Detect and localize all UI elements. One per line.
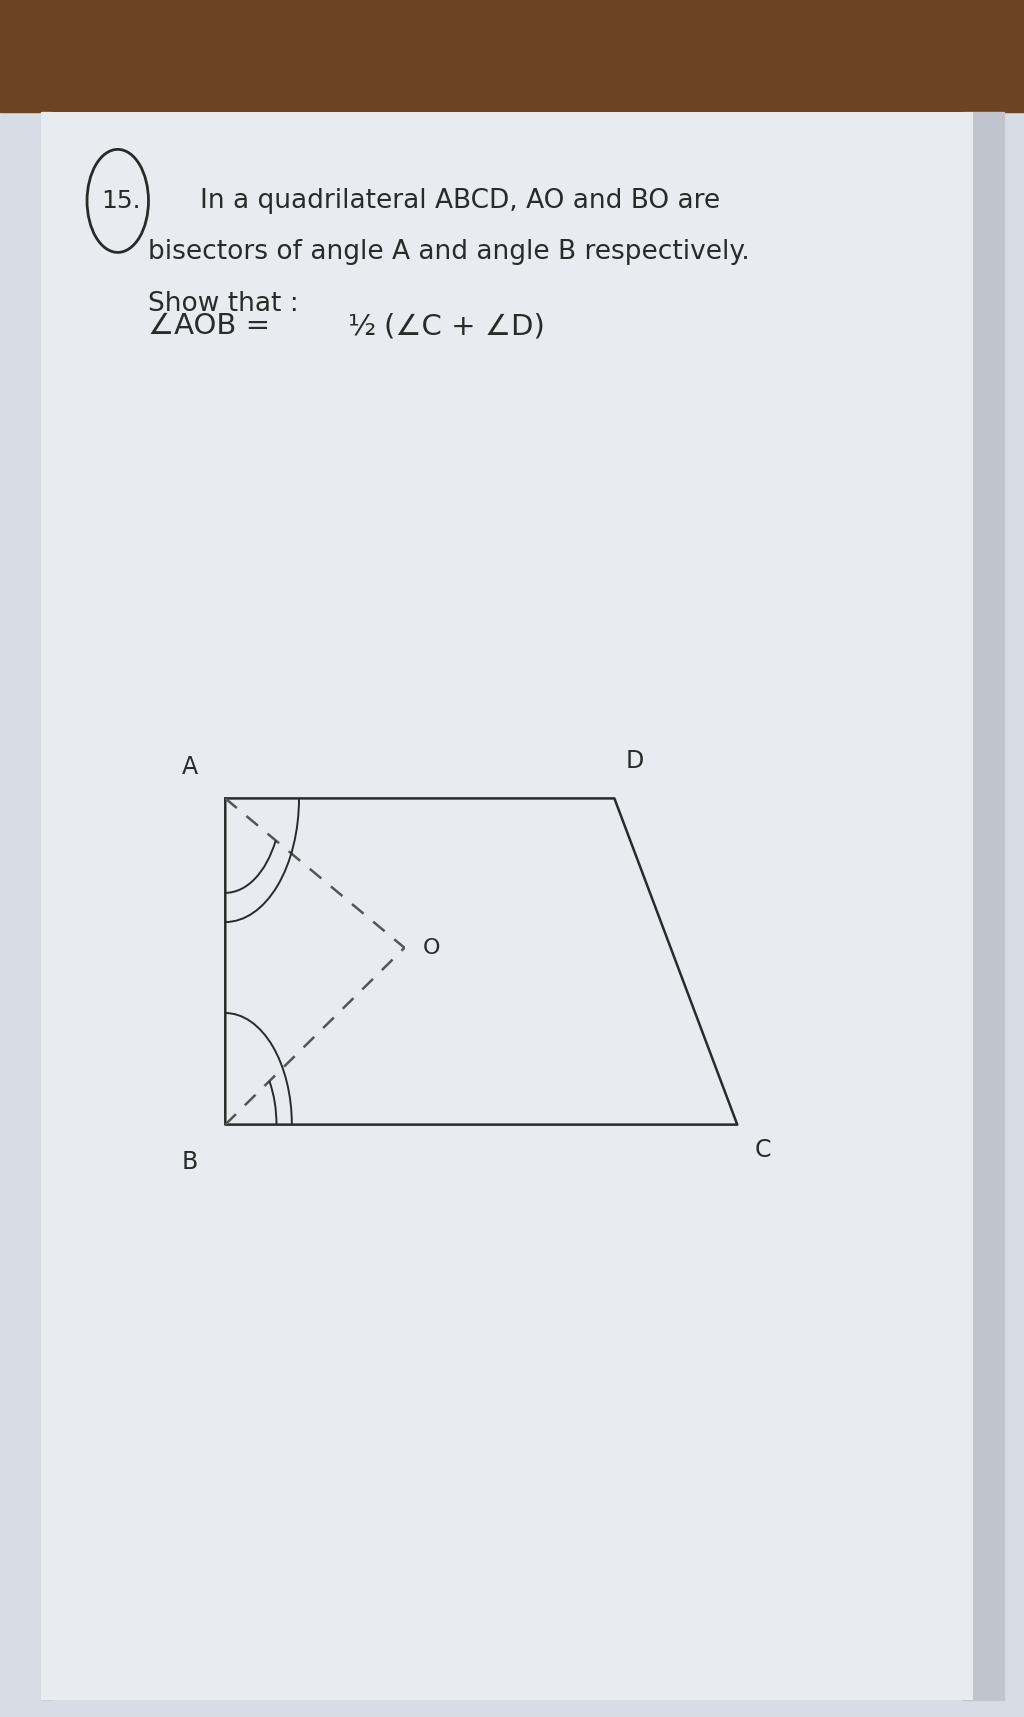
Text: Show that :: Show that : <box>148 290 299 318</box>
Text: B: B <box>181 1150 198 1174</box>
Text: A: A <box>181 755 198 780</box>
Text: ∠AOB =: ∠AOB = <box>148 312 270 340</box>
Bar <box>41 112 51 1700</box>
Text: In a quadrilateral ABCD, AO and BO are: In a quadrilateral ABCD, AO and BO are <box>200 187 720 215</box>
Bar <box>0 0 1024 112</box>
Text: D: D <box>626 749 644 773</box>
Text: O: O <box>423 937 440 958</box>
Text: 15.: 15. <box>101 189 140 213</box>
Text: C: C <box>755 1138 771 1162</box>
Text: ½: ½ <box>348 312 377 340</box>
Text: (∠C + ∠D): (∠C + ∠D) <box>384 312 545 340</box>
Text: bisectors of angle A and angle B respectively.: bisectors of angle A and angle B respect… <box>148 239 751 266</box>
Bar <box>963 112 1004 1700</box>
